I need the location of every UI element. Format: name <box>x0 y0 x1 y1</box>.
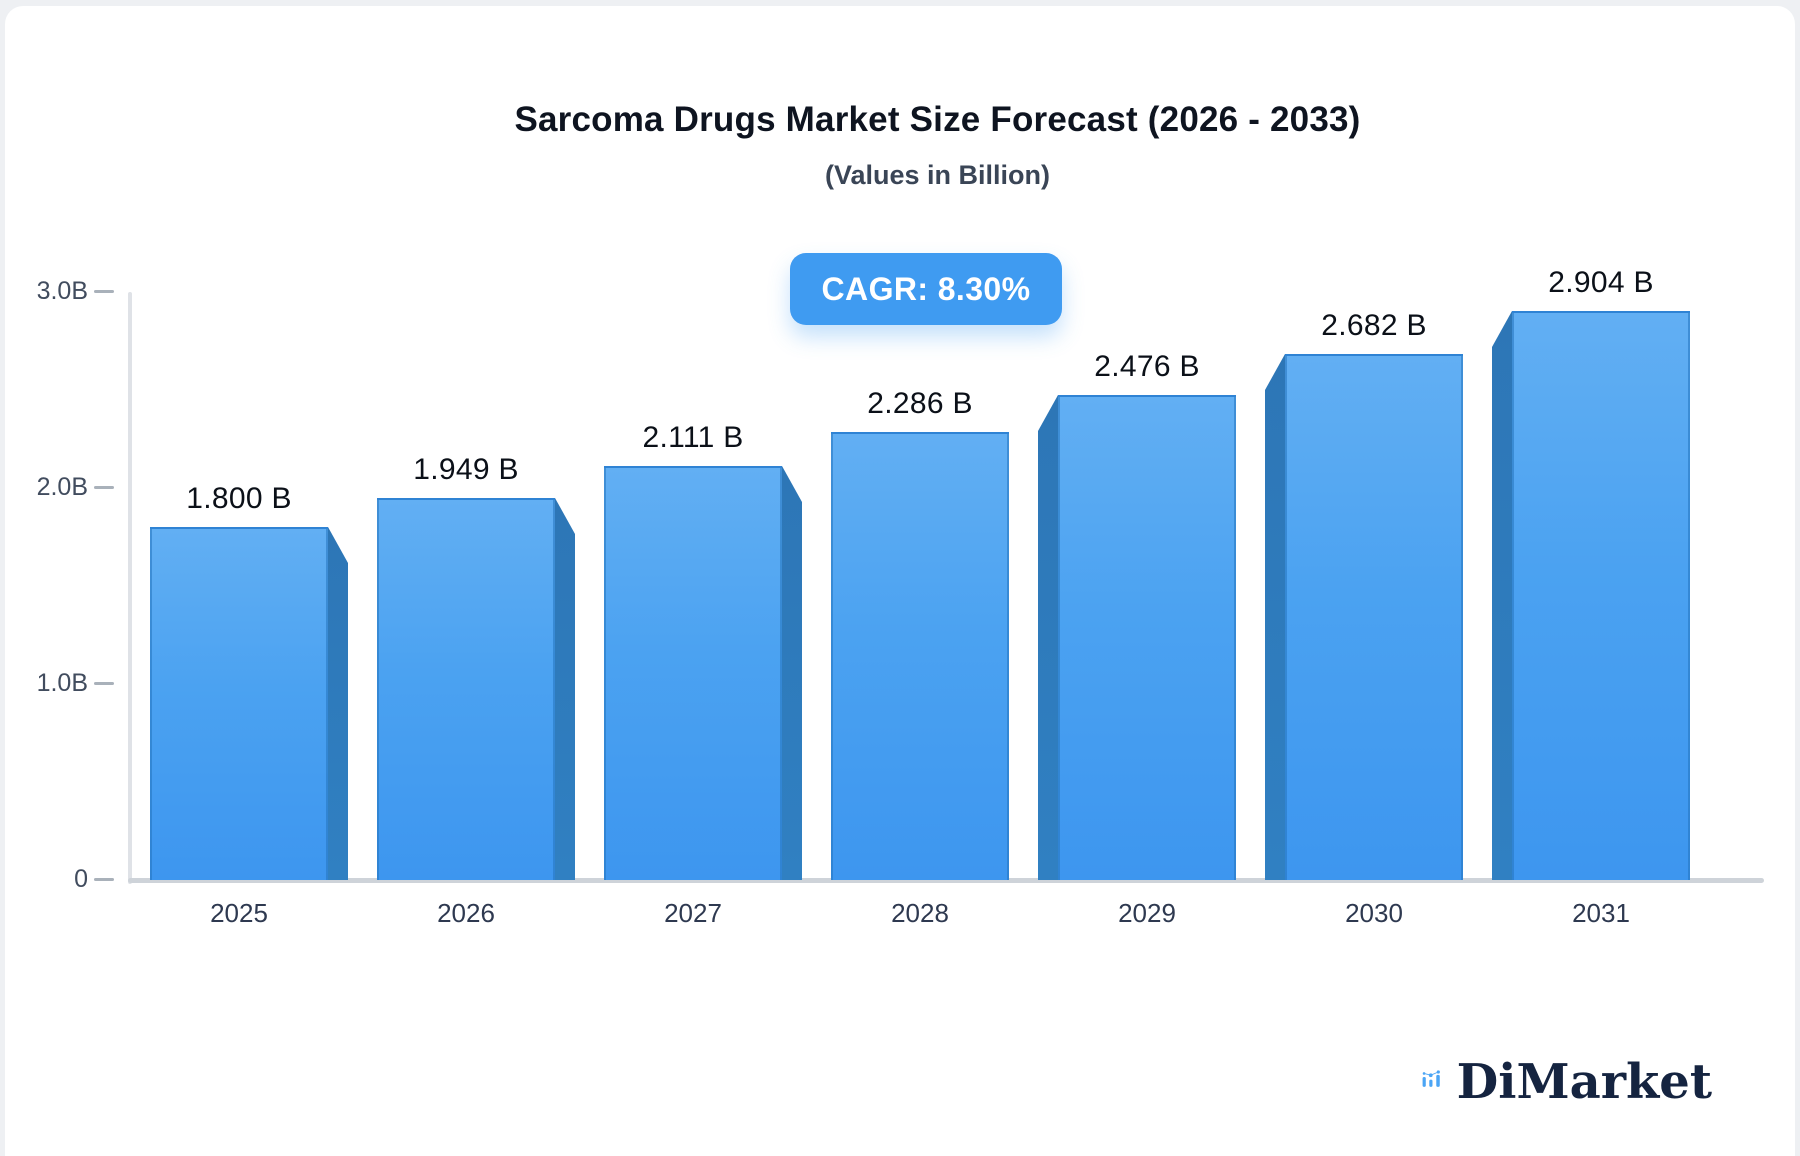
y-axis-tick-mark <box>94 878 114 881</box>
bar-value-label-2027: 2.111 B <box>642 421 744 454</box>
dimarket-logo-text: DiMarket <box>1456 1054 1712 1110</box>
cagr-badge: CAGR: 8.30% <box>790 253 1062 325</box>
y-axis-tick-mark <box>94 682 114 685</box>
y-axis-line <box>128 292 132 884</box>
bar-value-label-2025: 1.800 B <box>186 482 292 515</box>
bar-2027[interactable] <box>604 466 802 880</box>
bar-3d-side-2027 <box>782 466 802 880</box>
bar-value-label-2030: 2.682 B <box>1321 309 1427 342</box>
dimarket-logo-mark-icon <box>1422 1070 1440 1087</box>
bar-3d-side-2026 <box>555 498 575 880</box>
bar-2025[interactable] <box>150 527 348 880</box>
y-axis-tick-mark <box>94 486 114 489</box>
bar-2026[interactable] <box>377 498 575 880</box>
chart-title: Sarcoma Drugs Market Size Forecast (2026… <box>514 100 1361 139</box>
y-axis-tick-label: 2.0B <box>36 473 88 501</box>
bar-value-label-2031: 2.904 B <box>1548 266 1654 299</box>
x-axis-label-2028: 2028 <box>891 898 949 928</box>
bar-2031[interactable] <box>1492 311 1690 880</box>
bar-face-2030[interactable] <box>1285 354 1463 880</box>
x-axis-label-2027: 2027 <box>664 898 722 928</box>
bar-3d-side-2031 <box>1492 311 1512 880</box>
y-axis-tick-mark <box>94 290 114 293</box>
x-axis-label-2030: 2030 <box>1345 898 1403 928</box>
bar-2030[interactable] <box>1265 354 1463 880</box>
x-axis-label-2029: 2029 <box>1118 898 1176 928</box>
bar-3d-side-2029 <box>1038 395 1058 880</box>
y-axis-tick-label: 1.0B <box>36 669 88 697</box>
bar-face-2031[interactable] <box>1512 311 1690 880</box>
bar-value-label-2026: 1.949 B <box>413 453 519 486</box>
y-axis-tick-label: 0 <box>74 865 88 893</box>
bar-3d-side-2025 <box>328 527 348 880</box>
dimarket-logo[interactable]: DiMarket <box>1422 1042 1712 1108</box>
bar-face-2025[interactable] <box>150 527 328 880</box>
bar-3d-side-2030 <box>1265 354 1285 880</box>
bar-face-2028[interactable] <box>831 432 1009 880</box>
bar-value-label-2028: 2.286 B <box>867 387 973 420</box>
bar-value-label-2029: 2.476 B <box>1094 350 1200 383</box>
x-axis-label-2025: 2025 <box>210 898 268 928</box>
bar-2028[interactable] <box>831 432 1009 880</box>
y-axis-tick-label: 3.0B <box>36 277 88 305</box>
x-axis-label-2031: 2031 <box>1572 898 1630 928</box>
chart-subtitle: (Values in Billion) <box>824 160 1051 190</box>
bar-face-2027[interactable] <box>604 466 782 880</box>
cagr-badge-label: CAGR: 8.30% <box>821 270 1031 307</box>
x-axis-label-2026: 2026 <box>437 898 495 928</box>
bar-face-2026[interactable] <box>377 498 555 880</box>
bar-face-2029[interactable] <box>1058 395 1236 880</box>
bar-2029[interactable] <box>1038 395 1236 880</box>
x-axis-baseline <box>128 878 1764 883</box>
